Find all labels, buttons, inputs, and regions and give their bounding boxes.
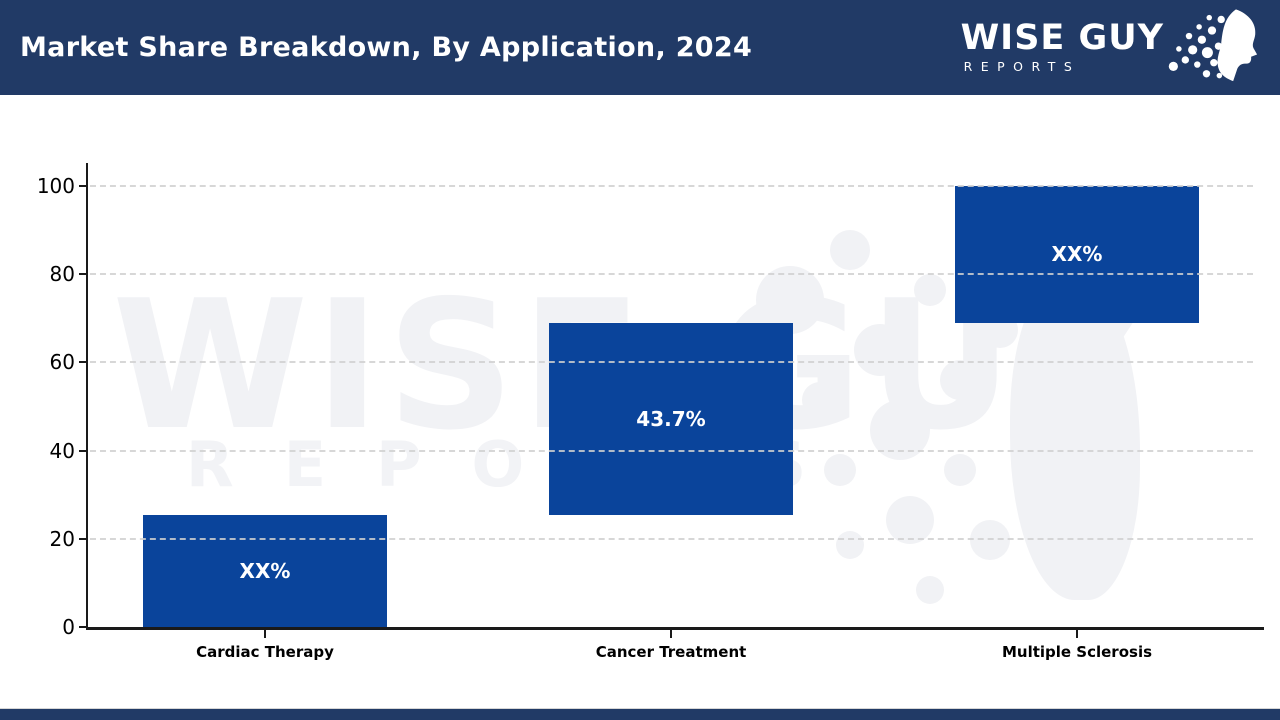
x-tickmark bbox=[1076, 630, 1078, 638]
watermark-face-dot bbox=[914, 274, 946, 306]
x-tickmark bbox=[670, 630, 672, 638]
x-axis-label: Cancer Treatment bbox=[595, 643, 747, 661]
bar-value-label: XX% bbox=[1051, 242, 1103, 267]
y-axis-label: 100 bbox=[36, 174, 75, 198]
gridline-y-40 bbox=[90, 449, 1253, 452]
y-tickmark bbox=[79, 361, 88, 364]
y-axis-label: 40 bbox=[49, 438, 75, 463]
bar-cancer-treatment bbox=[549, 322, 793, 516]
watermark-face-dot bbox=[886, 496, 934, 544]
y-tickmark bbox=[79, 449, 88, 452]
y-tickmark bbox=[79, 537, 88, 540]
footer-bar bbox=[0, 708, 1280, 720]
y-tickmark bbox=[79, 185, 88, 187]
y-axis-label: 0 bbox=[62, 615, 75, 639]
watermark-face-dot bbox=[830, 230, 870, 270]
x-tickmark bbox=[264, 630, 266, 638]
bar-value-label: XX% bbox=[239, 559, 291, 584]
chart-area: WISE GUY REPORTS XX% Cardiac Therapy 43.7%… bbox=[0, 95, 1280, 708]
header: Market Share Breakdown, By Application, … bbox=[0, 0, 1280, 95]
y-axis-label: 60 bbox=[49, 350, 75, 375]
wiseguy-logo-text: WISE GUY REPORTS bbox=[960, 18, 1164, 75]
y-axis-line bbox=[86, 163, 88, 630]
wiseguy-logo-subtitle: REPORTS bbox=[963, 59, 1081, 74]
y-axis-label: 80 bbox=[49, 262, 75, 287]
wiseguy-logo: WISE GUY REPORTS bbox=[961, 7, 1258, 89]
watermark-face-dot bbox=[802, 382, 838, 418]
watermark-face-dot bbox=[824, 454, 856, 486]
bar-cardiac-therapy bbox=[143, 515, 387, 627]
watermark-face-dot bbox=[944, 454, 976, 486]
watermark-face-dot bbox=[916, 576, 944, 604]
watermark-face-blob bbox=[1010, 270, 1140, 600]
y-axis-label: 20 bbox=[49, 526, 75, 551]
gridline-y-80 bbox=[90, 273, 1253, 276]
gridline-y-60 bbox=[90, 361, 1253, 364]
watermark-face-dot bbox=[756, 266, 824, 334]
wiseguy-logo-name: WISE GUY bbox=[960, 18, 1164, 58]
x-axis-label: Cardiac Therapy bbox=[196, 643, 334, 661]
watermark-face-dot bbox=[940, 360, 980, 400]
gridline-y-100 bbox=[90, 185, 1253, 187]
wiseguy-face-icon bbox=[1168, 8, 1258, 81]
bar-multiple-sclerosis bbox=[955, 186, 1199, 323]
watermark-face-dot bbox=[836, 531, 864, 559]
x-axis-line bbox=[86, 627, 1264, 630]
y-tickmark bbox=[79, 626, 88, 628]
x-axis-label: Multiple Sclerosis bbox=[1001, 643, 1153, 661]
watermark-face-dot bbox=[854, 324, 906, 376]
gridline-y-20 bbox=[90, 537, 1253, 540]
plot: WISE GUY REPORTS XX% Cardiac Therapy 43.7%… bbox=[0, 95, 1280, 708]
watermark-face-dot bbox=[970, 520, 1010, 560]
bar-value-label: 43.7% bbox=[636, 407, 706, 432]
y-tickmark bbox=[79, 273, 88, 276]
page-title: Market Share Breakdown, By Application, … bbox=[20, 32, 753, 63]
